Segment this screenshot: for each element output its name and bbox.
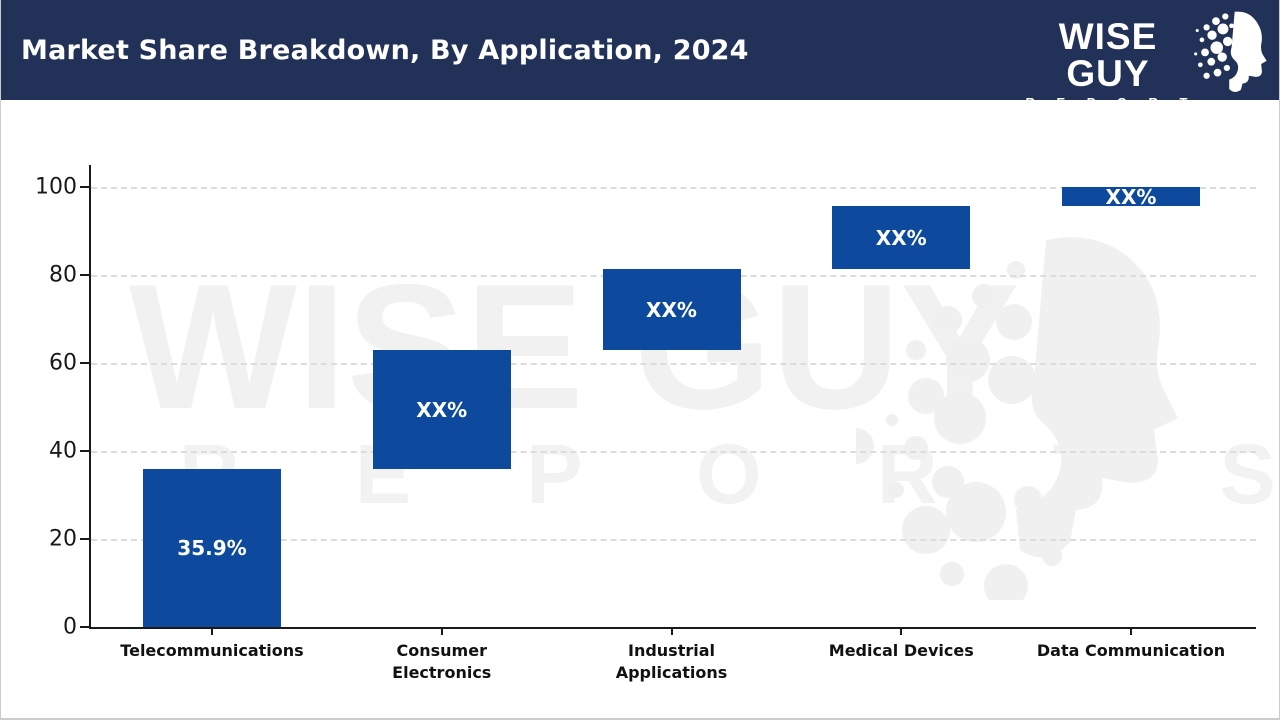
x-tick-mark [211,629,213,635]
y-tick-mark-80 [80,274,89,276]
bar-data-communication [1062,187,1200,207]
x-tick-mark [670,629,673,635]
header-bar: Market Share Breakdown, By Application, … [1,0,1279,125]
bar-consumer-electronics [372,350,511,470]
x-tick-label: Consumer Electronics [392,641,492,682]
bar-value-label: XX% [416,397,468,422]
gridline-100 [91,187,1256,189]
y-tick-mark-100 [80,186,89,188]
gridline-20 [91,539,1256,541]
logo-line2: R E P O R T S [1025,95,1197,125]
y-tick-mark-60 [80,362,89,364]
wise-guy-reports-logo: WISE GUY R E P O R T S [1019,4,1269,125]
x-tick-label: Industrial Applications [615,641,728,682]
y-tick-mark-40 [80,450,89,452]
bar-value-label: XX% [1105,184,1157,209]
y-tick-mark-0 [80,626,89,628]
y-tick-label-40: 40 [49,438,77,464]
logo-wordmark: WISE GUY R E P O R T S [1019,18,1197,125]
bar-value-label: XX% [875,225,927,250]
x-tick-label: Data Communication [1036,641,1226,660]
y-tick-label-100: 100 [35,174,77,200]
gridline-40 [91,451,1256,453]
gridline-60 [91,363,1256,365]
x-tick-mark [900,629,903,635]
y-tick-label-20: 20 [49,526,77,552]
chart-title: Market Share Breakdown, By Application, … [21,34,749,66]
bar-value-label: 35.9% [177,536,247,561]
logo-line1: WISE GUY [1058,16,1158,94]
bar-medical-devices [832,206,971,270]
x-tick-label: Telecommunications [120,641,304,660]
y-tick-mark-20 [80,538,89,540]
bar-industrial-applications [602,269,741,351]
bar-value-label: XX% [646,297,697,322]
y-axis-line [89,165,91,629]
logo-head-icon [1194,11,1267,92]
x-tick-label: Medical Devices [828,641,974,660]
y-tick-label-80: 80 [49,262,77,288]
x-tick-mark [440,629,443,635]
x-axis-line [89,627,1256,629]
y-tick-label-60: 60 [49,350,77,376]
bar-telecommunications [143,469,281,627]
x-tick-mark [1130,629,1132,635]
y-tick-label-0: 0 [63,614,77,640]
